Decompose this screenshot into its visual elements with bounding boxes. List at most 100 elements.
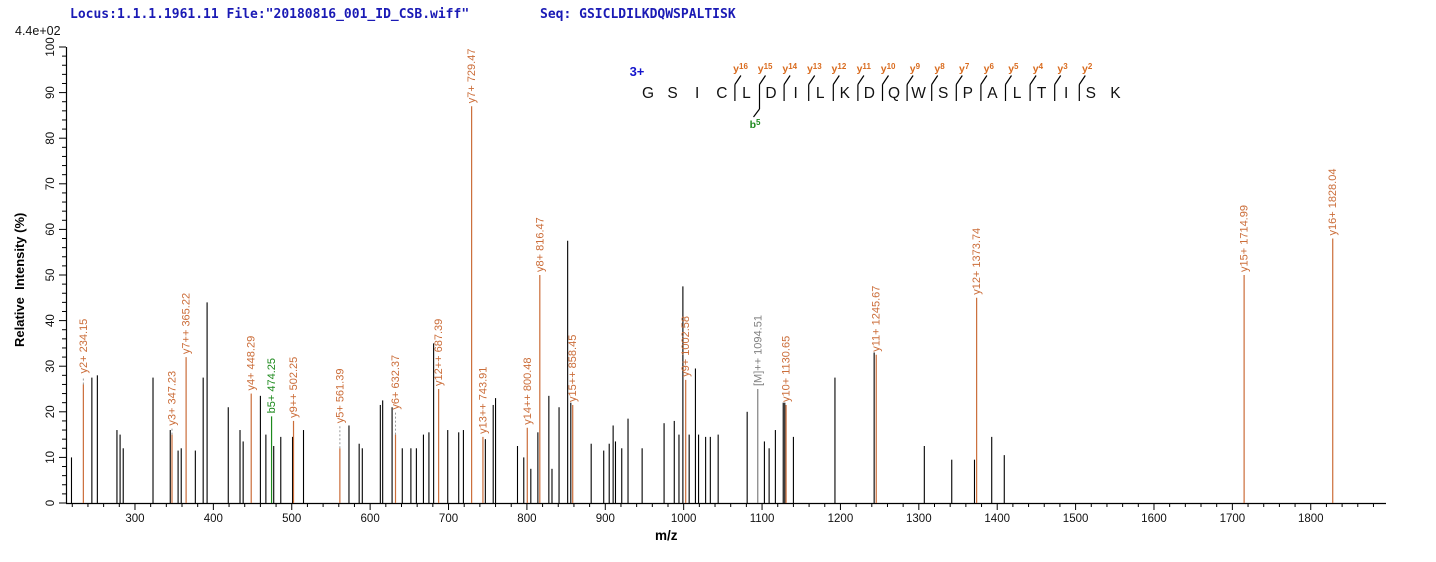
sequence-residue: L: [816, 85, 825, 102]
x-tick-label: 1600: [1141, 513, 1167, 525]
peak-label: y2+ 234.15: [78, 319, 90, 374]
y-tick-label: 20: [45, 405, 57, 418]
sequence-residue: K: [1110, 85, 1121, 102]
cleavage-mark: [759, 75, 766, 85]
peak-label: y16+ 1828.04: [1327, 169, 1339, 236]
peak-label: y3+ 347.23: [166, 371, 178, 426]
peaks: y2+ 234.15 y3+ 347.23 y7++ 365.22 y4+ 448.2…: [70, 49, 1339, 503]
peak-label: y10+ 1130.65: [781, 336, 793, 402]
fragment-ion-label: y7: [959, 62, 970, 75]
sequence-residue: T: [1037, 85, 1047, 102]
cleavage-mark: [931, 75, 939, 85]
cleavage-mark: [857, 75, 865, 85]
peak-label: y12+ 1373.74: [971, 228, 983, 295]
peak-label: y11+ 1245.67: [871, 286, 883, 352]
peak-label: y6+ 632.37: [390, 355, 402, 410]
sequence-residue: D: [864, 85, 875, 102]
x-tick-label: 1200: [828, 513, 854, 525]
sequence-residue: I: [1064, 85, 1068, 102]
fragment-ion-label: y15: [758, 62, 773, 75]
fragment-ion-label: y10: [881, 62, 896, 75]
sequence-residue: I: [695, 85, 699, 102]
cleavage-mark: [808, 75, 816, 85]
peak-label: y12++ 687.39: [433, 319, 445, 386]
sequence-residue: L: [1013, 85, 1022, 102]
peak-label: y7++ 365.22: [181, 293, 193, 354]
x-tick-label: 1100: [750, 513, 775, 525]
cleavage-mark: [1054, 75, 1062, 85]
x-tick-label: 400: [204, 513, 223, 525]
cleavage-mark: [734, 75, 742, 85]
x-tick-label: 1800: [1298, 513, 1324, 525]
fragment-ion-label: y14: [782, 62, 797, 75]
sequence-residue: S: [938, 85, 948, 102]
locus-file-header: Locus:1.1.1.1961.11 File:"20180816_001_I…: [70, 7, 470, 22]
y-tick-label: 70: [45, 177, 57, 190]
cleavage-mark: [1005, 75, 1012, 85]
cleavage-mark: [1078, 75, 1086, 85]
sequence-residue: Q: [888, 85, 900, 102]
y-tick-label: 60: [45, 223, 57, 236]
fragment-ion-label: y13: [807, 62, 822, 75]
y-tick-label: 50: [45, 269, 57, 282]
peak-label: y5+ 561.39: [334, 369, 346, 424]
cleavage-mark: [955, 75, 963, 85]
peak-label: y4+ 448.29: [246, 336, 258, 391]
fragment-ion-label: y5: [1008, 62, 1019, 75]
precursor-charge-label: 3+: [630, 64, 645, 79]
sequence-residue: C: [716, 85, 727, 102]
x-tick-label: 800: [517, 513, 536, 525]
cleavage-mark: [1029, 75, 1037, 85]
y-tick-label: 0: [45, 500, 57, 506]
x-tick-label: 1000: [671, 513, 697, 525]
max-intensity-label: 4.4e+02: [15, 24, 61, 38]
y-tick-label: 40: [45, 314, 57, 327]
sequence-residue: K: [840, 85, 851, 102]
y-tick-label: 90: [45, 86, 57, 99]
peak-label: b5+ 474.25: [266, 358, 278, 413]
sequence-residue: L: [742, 85, 751, 102]
y-tick-label: 80: [45, 132, 57, 145]
sequence-residue: W: [911, 85, 926, 102]
x-tick-label: 500: [282, 513, 301, 525]
sequence-residue: S: [1086, 85, 1096, 102]
sequence-residue: G: [642, 85, 654, 102]
sequence-residue: I: [793, 85, 797, 102]
x-tick-label: 1700: [1220, 513, 1246, 525]
fragment-ion-label: y4: [1033, 62, 1044, 75]
fragment-ion-label: y16: [733, 62, 748, 75]
sequence-residue: D: [765, 85, 776, 102]
fragment-ion-label: y11: [857, 62, 872, 75]
cleavage-mark: [753, 108, 760, 118]
sequence-header: Seq: GSICLDILKDQWSPALTISK: [540, 7, 736, 22]
peak-label: y15++ 858.45: [567, 335, 579, 402]
cleavage-mark: [906, 75, 914, 85]
fragment-ion-label: b5: [750, 118, 761, 131]
fragment-ion-label: y2: [1082, 62, 1093, 75]
cleavage-mark: [783, 75, 791, 85]
x-tick-label: 1300: [906, 513, 932, 525]
x-tick-label: 600: [361, 513, 380, 525]
peak-label: y8+ 816.47: [534, 217, 546, 272]
fragment-ion-label: y8: [934, 62, 945, 75]
y-tick-label: 10: [45, 451, 57, 464]
x-tick-label: 300: [125, 513, 144, 525]
x-tick-label: 1500: [1063, 513, 1089, 525]
peak-label: y15+ 1714.99: [1239, 205, 1251, 272]
peak-label: y7+ 729.47: [466, 49, 478, 104]
cleavage-mark: [980, 75, 988, 85]
sequence-residue: A: [987, 85, 998, 102]
y-tick-label: 100: [45, 37, 57, 56]
cleavage-mark: [832, 75, 840, 85]
cleavage-mark: [882, 75, 889, 85]
peak-label: y14++ 800.48: [522, 357, 534, 424]
x-tick-label: 900: [596, 513, 615, 525]
fragment-ion-label: y6: [984, 62, 995, 75]
fragment-ion-label: y12: [832, 62, 847, 75]
sequence-residue: P: [963, 85, 973, 102]
y-tick-label: 30: [45, 360, 57, 373]
x-tick-label: 700: [439, 513, 458, 525]
